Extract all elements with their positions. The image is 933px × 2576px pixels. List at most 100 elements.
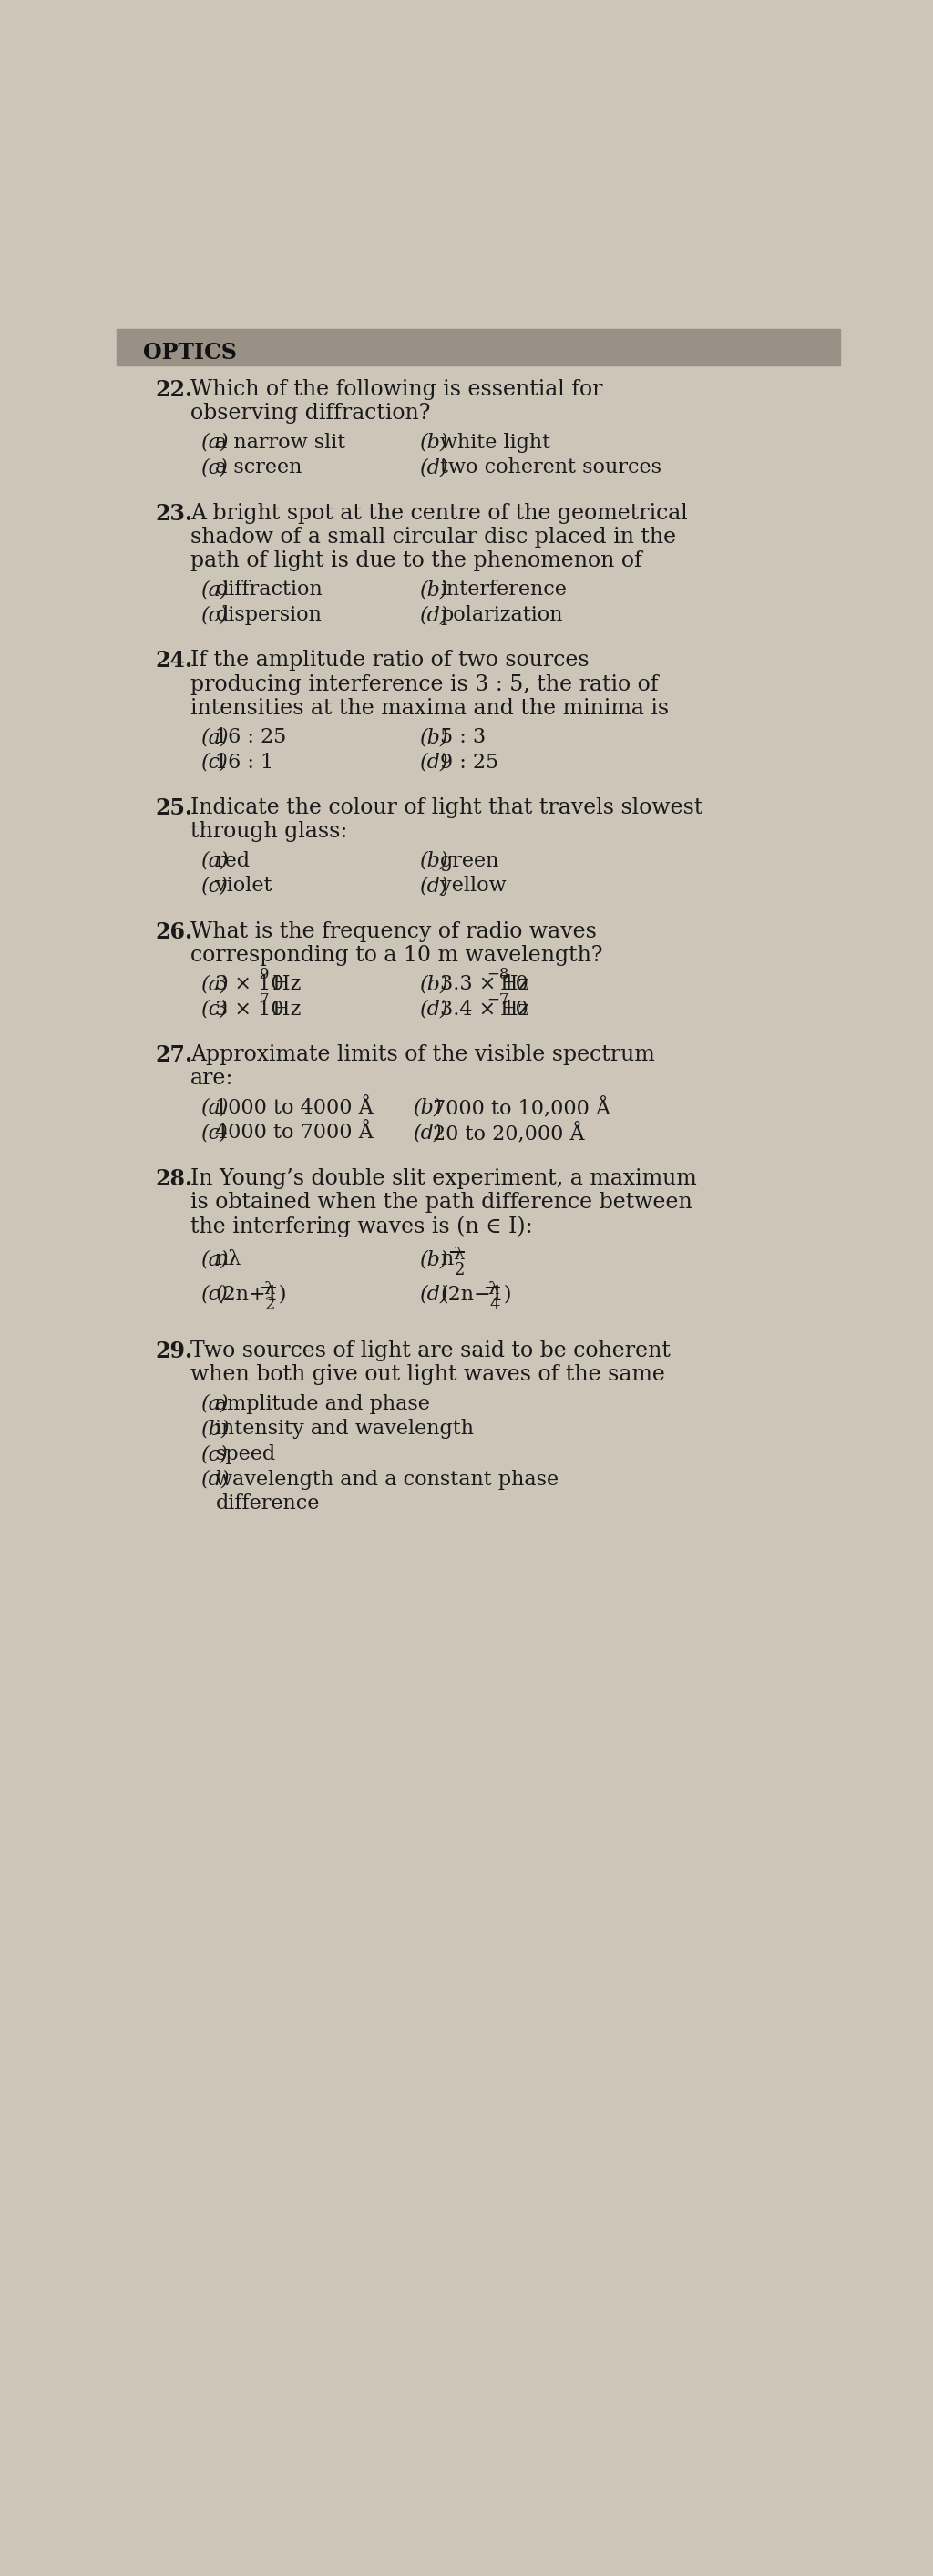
Text: a screen: a screen (216, 459, 302, 479)
Text: Approximate limits of the visible spectrum: Approximate limits of the visible spectr… (190, 1043, 655, 1066)
Text: red: red (216, 850, 250, 871)
Text: (b): (b) (202, 1419, 230, 1440)
Text: (d): (d) (202, 1471, 230, 1489)
Text: 22.: 22. (156, 379, 193, 402)
Text: 23.: 23. (156, 502, 193, 526)
Text: (a): (a) (202, 1394, 230, 1414)
Text: dispersion: dispersion (216, 605, 322, 626)
Text: 20 to 20,000 Å: 20 to 20,000 Å (433, 1123, 585, 1144)
Text: nλ: nλ (216, 1249, 242, 1270)
Text: (a): (a) (202, 850, 230, 871)
Text: 7: 7 (259, 992, 269, 1007)
Text: (2n−1): (2n−1) (440, 1285, 511, 1303)
Text: 3 × 10: 3 × 10 (216, 974, 285, 994)
Text: intensity and wavelength: intensity and wavelength (216, 1419, 474, 1440)
Text: −7: −7 (487, 992, 509, 1007)
Text: λ: λ (453, 1247, 464, 1262)
Text: (d): (d) (420, 752, 449, 773)
Text: (a): (a) (202, 580, 230, 600)
Text: 16 : 25: 16 : 25 (216, 726, 286, 747)
Text: (b): (b) (420, 850, 449, 871)
Text: (a): (a) (202, 974, 230, 994)
Text: 4: 4 (490, 1298, 500, 1314)
Text: producing interference is 3 : 5, the ratio of: producing interference is 3 : 5, the rat… (190, 675, 659, 696)
Text: λ: λ (263, 1283, 275, 1298)
Text: 3 × 10: 3 × 10 (216, 999, 285, 1020)
Text: (c): (c) (202, 605, 229, 626)
Text: speed: speed (216, 1445, 276, 1463)
Text: amplitude and phase: amplitude and phase (216, 1394, 430, 1414)
Text: (a): (a) (202, 726, 230, 747)
Text: intensities at the maxima and the minima is: intensities at the maxima and the minima… (190, 698, 669, 719)
Text: (b): (b) (420, 580, 449, 600)
Text: (a): (a) (202, 1097, 230, 1118)
Text: n: n (440, 1249, 453, 1270)
Text: diffraction: diffraction (216, 580, 323, 600)
Text: Hz: Hz (266, 974, 301, 994)
Text: (d): (d) (413, 1123, 442, 1144)
Text: (b): (b) (420, 433, 449, 453)
Text: −8: −8 (487, 966, 509, 981)
Text: (c): (c) (202, 752, 229, 773)
Text: What is the frequency of radio waves: What is the frequency of radio waves (190, 922, 597, 943)
Text: (b): (b) (420, 726, 449, 747)
Text: (c): (c) (202, 1285, 229, 1303)
Text: 16 : 1: 16 : 1 (216, 752, 274, 773)
Text: 28.: 28. (156, 1167, 193, 1190)
Text: (c): (c) (202, 1123, 229, 1144)
Text: 1000 to 4000 Å: 1000 to 4000 Å (216, 1097, 374, 1118)
Text: a narrow slit: a narrow slit (216, 433, 346, 453)
Text: 5 : 3: 5 : 3 (440, 726, 486, 747)
Text: path of light is due to the phenomenon of: path of light is due to the phenomenon o… (190, 551, 643, 572)
Text: (b): (b) (420, 1249, 449, 1270)
Text: interference: interference (440, 580, 566, 600)
Text: (d): (d) (420, 1285, 449, 1303)
Text: through glass:: through glass: (190, 822, 348, 842)
Text: (c): (c) (202, 999, 229, 1020)
Text: yellow: yellow (440, 876, 507, 896)
Text: (c): (c) (202, 1445, 229, 1463)
Text: OPTICS: OPTICS (144, 343, 237, 363)
Text: 24.: 24. (156, 649, 193, 672)
Text: (b): (b) (420, 974, 449, 994)
Text: 26.: 26. (156, 922, 193, 943)
Text: A bright spot at the centre of the geometrical: A bright spot at the centre of the geome… (190, 502, 688, 523)
Text: shadow of a small circular disc placed in the: shadow of a small circular disc placed i… (190, 526, 676, 549)
Text: 3.3 × 10: 3.3 × 10 (440, 974, 528, 994)
Text: (d): (d) (420, 876, 449, 896)
Text: (a): (a) (202, 433, 230, 453)
Text: Two sources of light are said to be coherent: Two sources of light are said to be cohe… (190, 1340, 671, 1363)
Text: corresponding to a 10 m wavelength?: corresponding to a 10 m wavelength? (190, 945, 603, 966)
Text: Which of the following is essential for: Which of the following is essential for (190, 379, 603, 399)
Text: white light: white light (440, 433, 550, 453)
Text: If the amplitude ratio of two sources: If the amplitude ratio of two sources (190, 649, 590, 672)
Text: green: green (440, 850, 499, 871)
Text: 9: 9 (259, 966, 269, 981)
Text: are:: are: (190, 1069, 234, 1090)
Text: difference: difference (216, 1494, 320, 1515)
Text: (d): (d) (420, 459, 449, 479)
Text: In Young’s double slit experiment, a maximum: In Young’s double slit experiment, a max… (190, 1167, 697, 1190)
Text: (c): (c) (202, 459, 229, 479)
Text: (c): (c) (202, 876, 229, 896)
Text: Hz: Hz (266, 999, 301, 1020)
Text: 9 : 25: 9 : 25 (440, 752, 498, 773)
Text: 7000 to 10,000 Å: 7000 to 10,000 Å (433, 1097, 610, 1118)
Text: is obtained when the path difference between: is obtained when the path difference bet… (190, 1193, 692, 1213)
Text: λ: λ (488, 1283, 499, 1298)
Text: two coherent sources: two coherent sources (440, 459, 661, 479)
Text: when both give out light waves of the same: when both give out light waves of the sa… (190, 1365, 665, 1386)
Text: 25.: 25. (156, 799, 193, 819)
Text: 29.: 29. (156, 1340, 193, 1363)
Text: (2n+1): (2n+1) (216, 1285, 287, 1303)
Text: (a): (a) (202, 1249, 230, 1270)
Text: 2: 2 (265, 1298, 275, 1314)
Text: (d): (d) (420, 999, 449, 1020)
Bar (117, 330, 840, 366)
Text: Indicate the colour of light that travels slowest: Indicate the colour of light that travel… (190, 799, 703, 819)
Text: 4000 to 7000 Å: 4000 to 7000 Å (216, 1123, 374, 1144)
Text: 27.: 27. (156, 1043, 193, 1066)
Text: wavelength and a constant phase: wavelength and a constant phase (216, 1471, 559, 1489)
Text: Hz: Hz (494, 999, 529, 1020)
Text: Hz: Hz (494, 974, 529, 994)
